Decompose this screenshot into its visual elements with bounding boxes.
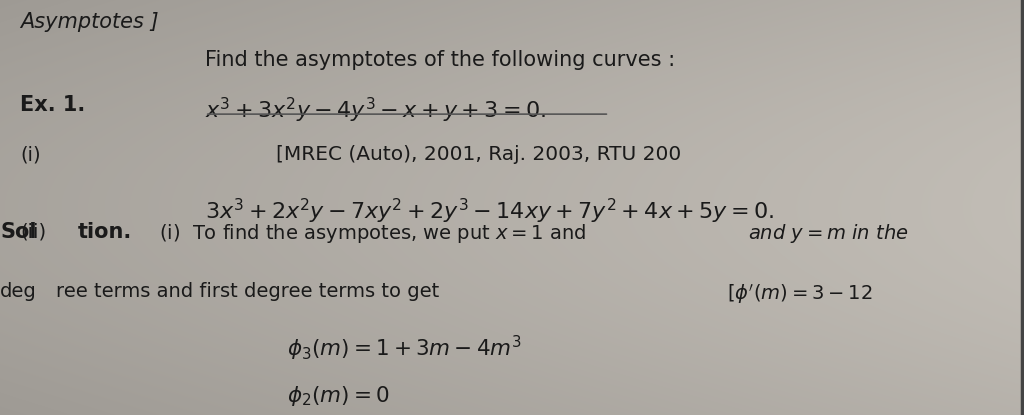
Text: (i): (i) (20, 145, 41, 164)
Text: deg: deg (0, 282, 37, 301)
Text: (i)  To find the asympotes, we put $x = 1$ and: (i) To find the asympotes, we put $x = 1… (159, 222, 586, 245)
Text: $3x^3+2x^2y-7xy^2+2y^3-14xy+7y^2+4x+5y=0.$: $3x^3+2x^2y-7xy^2+2y^3-14xy+7y^2+4x+5y=0… (205, 197, 774, 226)
Text: $\phi_3(m)=1+3m-4m^3$: $\phi_3(m)=1+3m-4m^3$ (287, 334, 522, 363)
Text: tion.: tion. (78, 222, 132, 242)
Text: $x^3+3x^2y-4y^3-x+y+3=0.$: $x^3+3x^2y-4y^3-x+y+3=0.$ (205, 95, 546, 124)
Text: Find the asymptotes of the following curves :: Find the asymptotes of the following cur… (205, 50, 675, 70)
Text: (ii): (ii) (20, 222, 47, 241)
Text: $\phi_2(m)=0$: $\phi_2(m)=0$ (287, 384, 389, 408)
Text: Asymptotes ]: Asymptotes ] (20, 12, 159, 32)
Text: ree terms and first degree terms to get: ree terms and first degree terms to get (56, 282, 439, 301)
Text: [MREC (Auto), 2001, Raj. 2003, RTU 200: [MREC (Auto), 2001, Raj. 2003, RTU 200 (276, 145, 682, 164)
Text: Sol: Sol (0, 222, 37, 242)
Text: Ex. 1.: Ex. 1. (20, 95, 86, 115)
Text: $[\phi^{\prime}(m)=3-12$: $[\phi^{\prime}(m)=3-12$ (727, 282, 872, 306)
Text: and $y=m$ in the: and $y=m$ in the (748, 222, 908, 245)
